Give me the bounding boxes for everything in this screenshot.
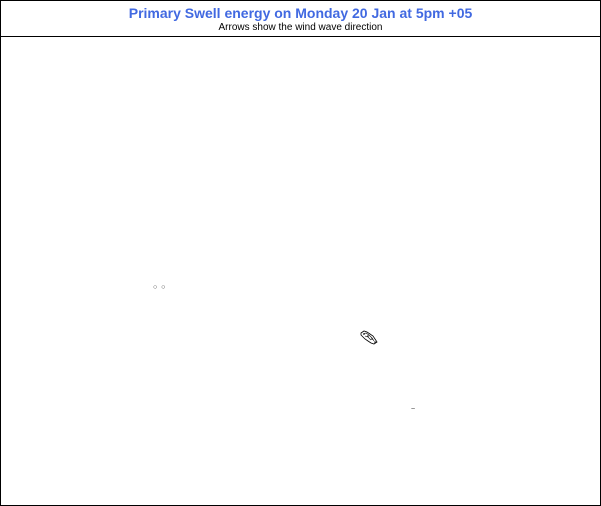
map-subtitle: Arrows show the wind wave direction [1, 22, 600, 33]
island-small-2: ~ [411, 406, 415, 413]
map-area: ○ ○ ~ [1, 37, 600, 505]
island-archipelago [359, 330, 381, 348]
map-header: Primary Swell energy on Monday 20 Jan at… [1, 1, 600, 37]
island-small-1: ○ ○ [153, 284, 166, 291]
map-container: Primary Swell energy on Monday 20 Jan at… [0, 0, 601, 506]
map-title: Primary Swell energy on Monday 20 Jan at… [1, 5, 600, 21]
